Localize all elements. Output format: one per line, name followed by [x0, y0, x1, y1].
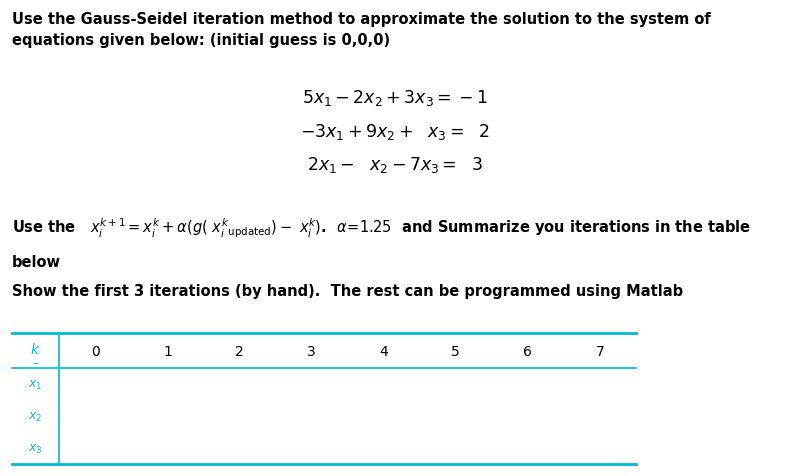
- Text: Use the Gauss-Seidel iteration method to approximate the solution to the system : Use the Gauss-Seidel iteration method to…: [12, 12, 710, 48]
- Text: 5: 5: [451, 344, 460, 358]
- Text: $2x_1 -\ \ x_2 - 7x_3 =\ \ 3$: $2x_1 -\ \ x_2 - 7x_3 =\ \ 3$: [307, 155, 483, 175]
- Text: –: –: [32, 356, 39, 369]
- Text: 7: 7: [596, 344, 604, 358]
- Text: 1: 1: [163, 344, 171, 358]
- Text: $k$: $k$: [30, 341, 41, 356]
- Text: $-3x_1 + 9x_2 +\ \ x_3 =\ \ 2$: $-3x_1 + 9x_2 +\ \ x_3 =\ \ 2$: [300, 121, 490, 141]
- Text: 2: 2: [235, 344, 244, 358]
- Text: $x_3$: $x_3$: [28, 442, 43, 455]
- Text: $x_2$: $x_2$: [28, 410, 43, 423]
- Text: Use the   $x_i^{k+1}= x_i^k+\alpha(g(\ x_i^k{}_{\mathrm{updated}})-\ x_i^k)$.  $: Use the $x_i^{k+1}= x_i^k+\alpha(g(\ x_i…: [12, 217, 750, 240]
- Text: 0: 0: [91, 344, 100, 358]
- Text: $5x_1 - 2x_2 + 3x_3 = -1$: $5x_1 - 2x_2 + 3x_3 = -1$: [303, 88, 487, 108]
- Text: Show the first 3 iterations (by hand).  The rest can be programmed using Matlab: Show the first 3 iterations (by hand). T…: [12, 283, 683, 298]
- Text: 4: 4: [379, 344, 388, 358]
- Text: 6: 6: [524, 344, 532, 358]
- Text: $x_1$: $x_1$: [28, 378, 43, 391]
- Text: below: below: [12, 255, 61, 269]
- Text: 3: 3: [307, 344, 316, 358]
